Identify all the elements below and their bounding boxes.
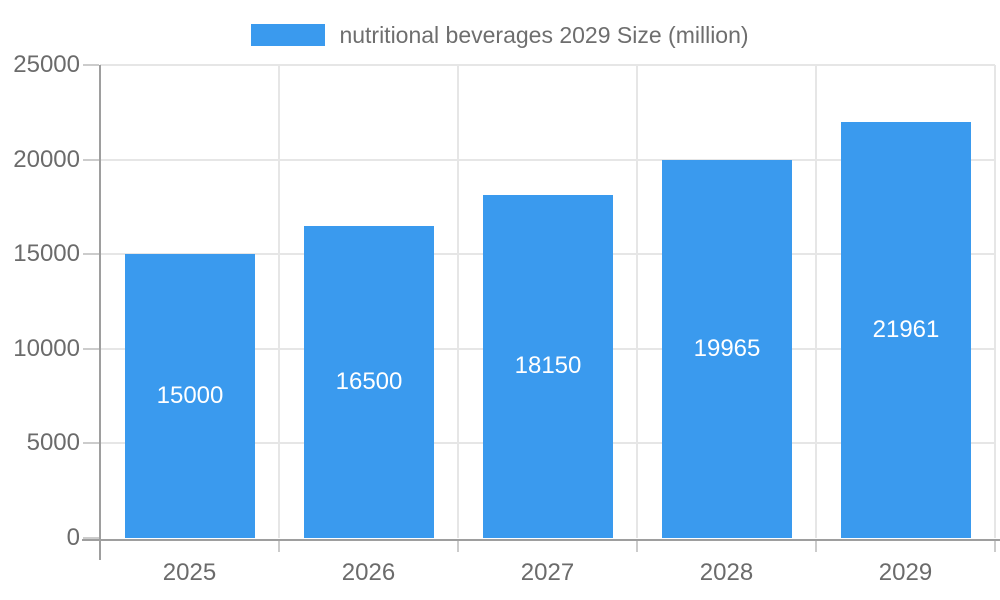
y-axis-label: 20000: [13, 146, 80, 173]
x-axis-tick: [636, 539, 638, 552]
chart-legend[interactable]: nutritional beverages 2029 Size (million…: [0, 18, 1000, 52]
bar-value-label: 16500: [335, 368, 403, 395]
y-axis-label: 10000: [13, 335, 80, 362]
y-axis-tick: [83, 348, 99, 350]
x-axis-label: 2026: [341, 559, 396, 586]
gridline-vertical: [457, 65, 459, 538]
y-axis-tick: [83, 442, 99, 444]
bar-value-label: 15000: [156, 382, 224, 409]
bar-2027[interactable]: [483, 195, 613, 538]
x-axis-label: 2027: [520, 559, 575, 586]
bar-value-label: 19965: [693, 335, 761, 362]
y-axis-label: 5000: [26, 429, 80, 456]
gridline-horizontal: [100, 159, 995, 161]
x-axis-label: 2029: [878, 559, 933, 586]
bar-value-label: 18150: [514, 352, 582, 379]
gridline-horizontal: [100, 64, 995, 66]
gridline-vertical: [815, 65, 817, 538]
y-axis-tick: [83, 159, 99, 161]
bar-2029[interactable]: [841, 122, 971, 538]
y-axis-tick: [83, 253, 99, 255]
x-axis-label: 2025: [162, 559, 217, 586]
bar-2025[interactable]: [125, 254, 255, 538]
x-axis-label: 2028: [699, 559, 754, 586]
gridline-vertical: [278, 65, 280, 538]
y-axis-label: 0: [66, 524, 80, 551]
bar-2028[interactable]: [662, 160, 792, 538]
y-axis-label: 15000: [13, 240, 80, 267]
bar-value-label: 21961: [872, 316, 940, 343]
y-axis-tick: [83, 537, 99, 539]
x-axis-tick: [994, 539, 996, 552]
legend-swatch-icon: [251, 24, 326, 46]
x-axis-line: [82, 539, 1000, 541]
y-axis-label: 25000: [13, 51, 80, 78]
legend-label: nutritional beverages 2029 Size (million…: [339, 21, 749, 48]
y-axis-line: [99, 65, 101, 560]
y-axis-tick: [83, 64, 99, 66]
x-axis-tick: [457, 539, 459, 552]
x-axis-tick: [815, 539, 817, 552]
gridline-vertical: [994, 65, 996, 538]
gridline-vertical: [636, 65, 638, 538]
bar-2026[interactable]: [304, 226, 434, 538]
x-axis-tick: [278, 539, 280, 552]
